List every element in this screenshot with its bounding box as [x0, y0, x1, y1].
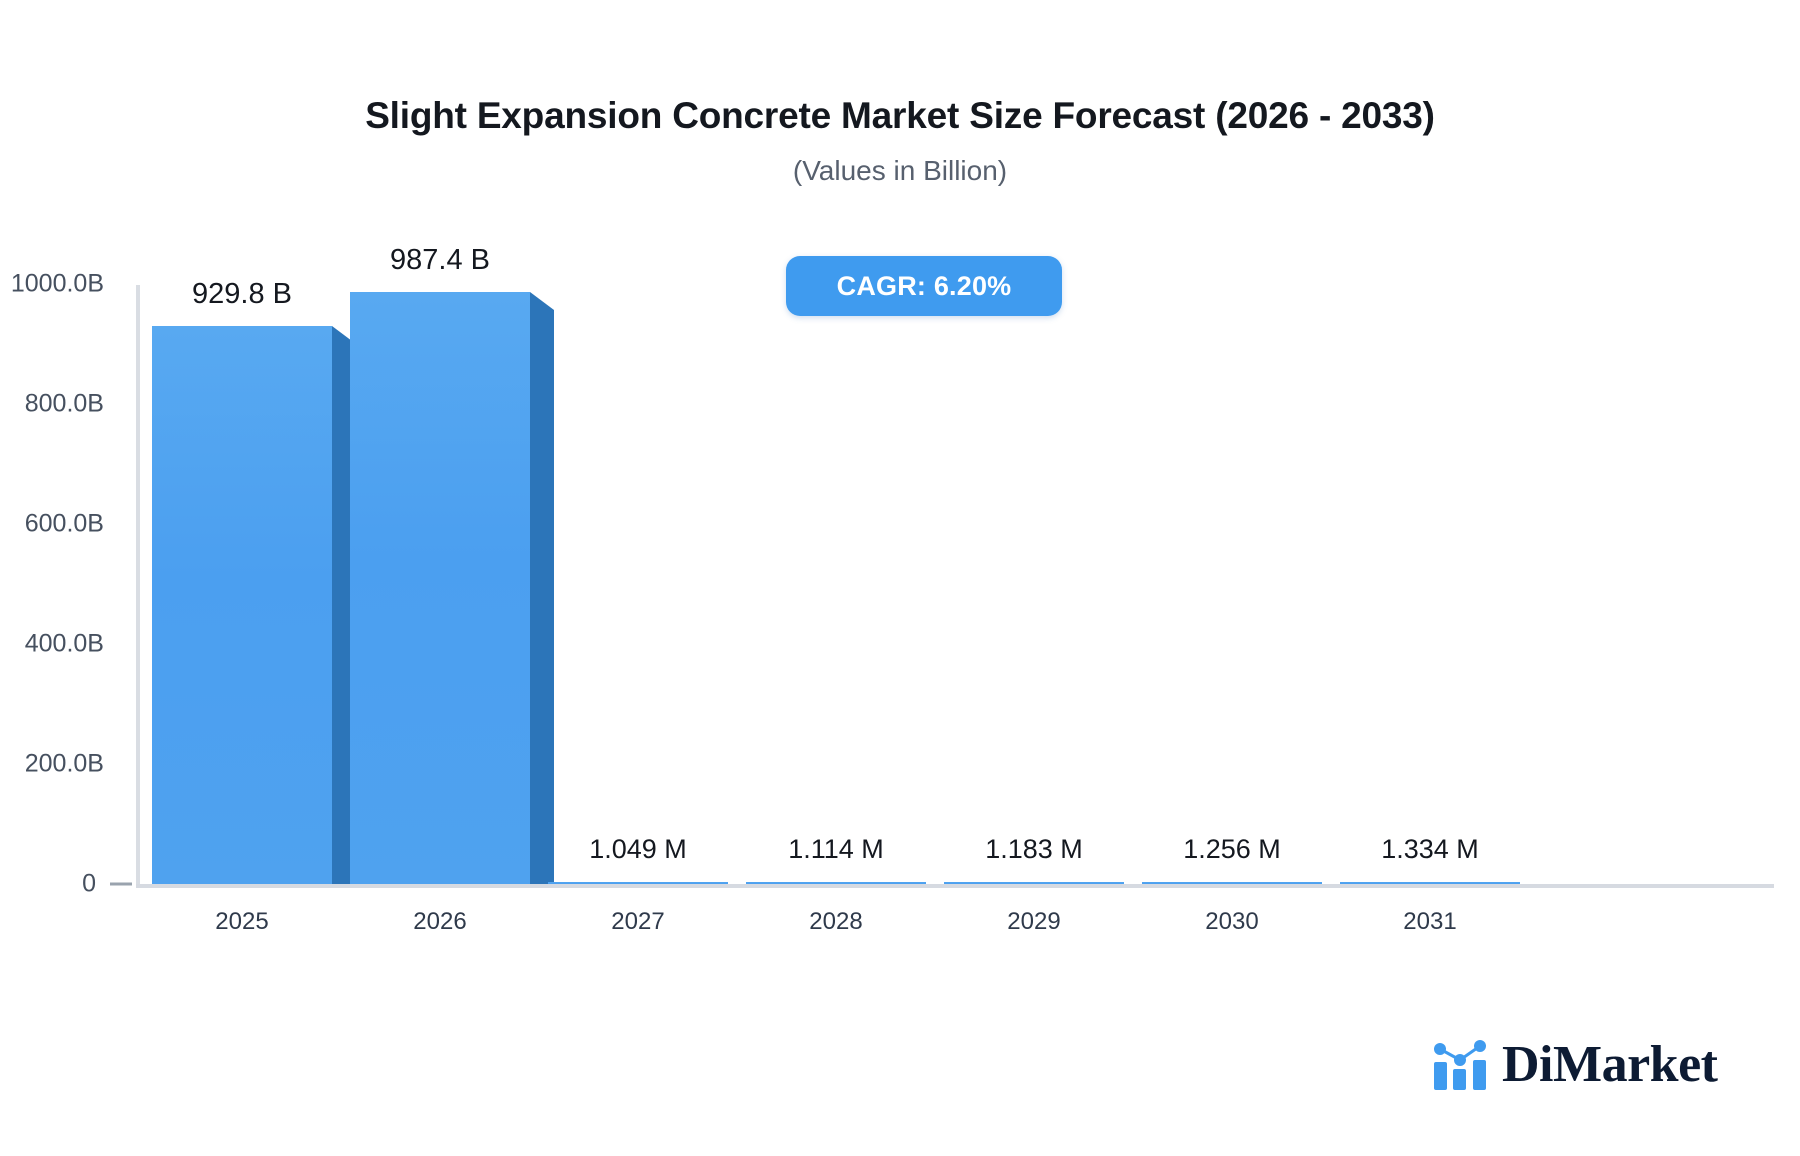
x-axis-label-2027: 2027	[611, 908, 665, 935]
bar-value-label-2031: 1.334 M	[1381, 834, 1479, 864]
bar-side-face-2026	[530, 310, 554, 884]
bar-front-face-2028	[746, 882, 926, 884]
logo-text: DiMarket	[1502, 1036, 1718, 1093]
chart-subtitle: (Values in Billion)	[792, 154, 1008, 186]
bar-2030: 1.256 M 2030	[1142, 834, 1322, 935]
bar-2026: 987.4 B 2026	[350, 244, 554, 935]
x-axis-label-2026: 2026	[413, 908, 467, 935]
bar-front-face-2030	[1142, 882, 1322, 884]
y-axis-zero-tick-mark	[110, 882, 132, 886]
bar-value-label-2027: 1.049 M	[589, 834, 687, 864]
bar-2029: 1.183 M 2029	[944, 834, 1124, 935]
bar-chart-line-icon	[1434, 1040, 1486, 1090]
x-axis-label-2029: 2029	[1007, 908, 1061, 935]
bar-2025: 929.8 B 2025	[152, 278, 356, 935]
page-title: Slight Expansion Concrete Market Size Fo…	[365, 95, 1435, 136]
y-axis-tick-600: 600.0B	[24, 509, 104, 538]
y-axis-tick-200: 200.0B	[24, 749, 104, 778]
bar-value-label-2030: 1.256 M	[1183, 834, 1281, 864]
x-axis-label-2030: 2030	[1205, 908, 1259, 935]
x-axis-line	[136, 884, 1774, 888]
title-block: Slight Expansion Concrete Market Size Fo…	[0, 95, 1800, 187]
bar-value-label-2029: 1.183 M	[985, 834, 1083, 864]
bar-front-face-2025	[152, 326, 332, 884]
bar-2031: 1.334 M 2031	[1340, 834, 1520, 935]
y-axis-spine	[136, 285, 140, 885]
y-axis-tick-800: 800.0B	[24, 389, 104, 418]
y-axis-tick-400: 400.0B	[24, 629, 104, 658]
x-axis-label-2028: 2028	[809, 908, 863, 935]
brand-logo: DiMarket	[1432, 1036, 1718, 1093]
bar-2028: 1.114 M 2028	[746, 834, 926, 935]
bar-front-face-2026	[350, 292, 530, 884]
bar-value-label-2026: 987.4 B	[390, 244, 490, 276]
bar-value-label-2025: 929.8 B	[192, 278, 292, 310]
bar-front-face-2031	[1340, 882, 1520, 884]
cagr-badge: CAGR: 6.20%	[786, 256, 1062, 316]
x-axis-label-2031: 2031	[1403, 908, 1457, 935]
bar-front-face-2029	[944, 882, 1124, 884]
bar-bevel-2026	[530, 292, 554, 310]
y-axis-tick-0: 0	[82, 869, 96, 898]
bar-value-label-2028: 1.114 M	[788, 834, 884, 864]
bar-2027: 1.049 M 2027	[548, 834, 728, 935]
bar-front-face-2027	[548, 882, 728, 884]
x-axis-label-2025: 2025	[215, 908, 269, 935]
y-axis-tick-1000: 1000.0B	[10, 269, 104, 298]
